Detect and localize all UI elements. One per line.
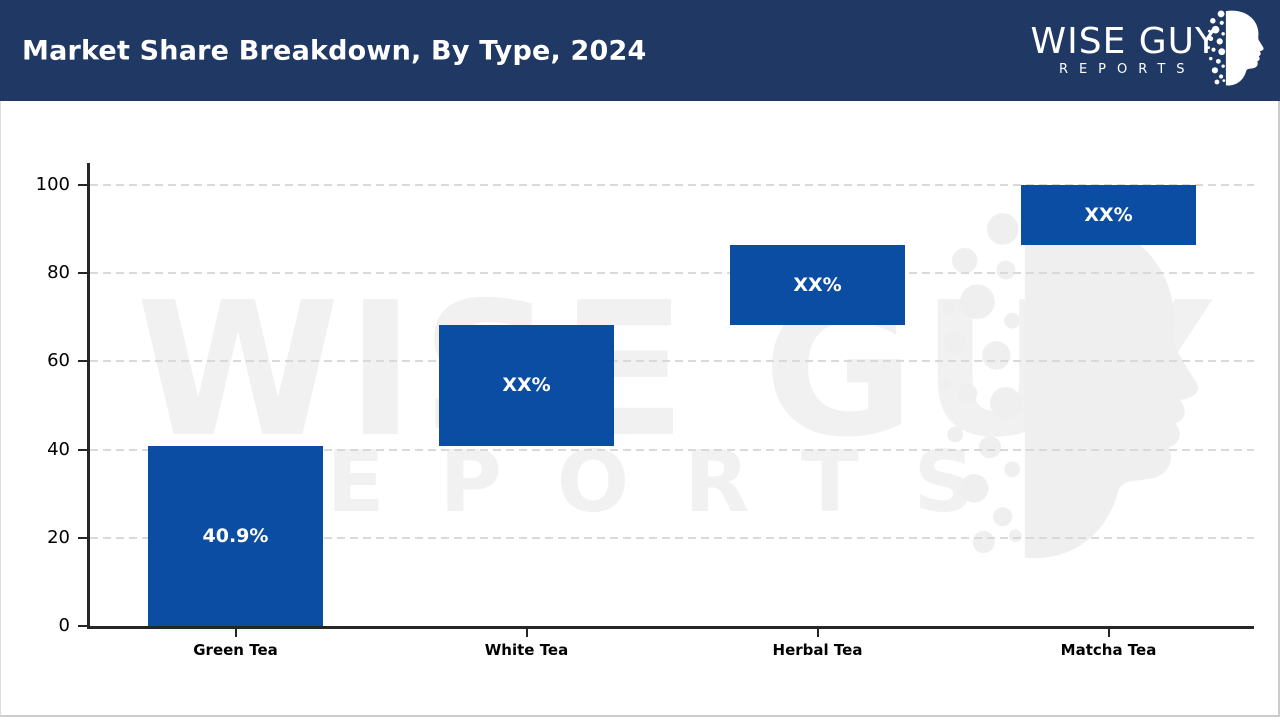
y-tick-label: 20: [47, 526, 70, 548]
bar-white-tea: XX%: [438, 325, 615, 446]
logo-subtitle: REPORTS: [1058, 61, 1196, 77]
x-category-label: Green Tea: [193, 641, 278, 659]
y-tick-mark: [78, 536, 87, 539]
bar-value-label: XX%: [793, 274, 842, 297]
bar-green-tea: 40.9%: [147, 445, 324, 626]
y-tick-label: 40: [47, 438, 70, 460]
y-tick-label: 100: [35, 174, 70, 196]
y-tick-mark: [78, 360, 87, 363]
x-axis-spine: [87, 626, 1254, 629]
y-tick-mark: [78, 272, 87, 275]
bar-matcha-tea: XX%: [1020, 185, 1197, 246]
watermark-subtitle: REPORTS: [206, 433, 1030, 532]
x-tick-mark: [816, 629, 819, 637]
page-title: Market Share Breakdown, By Type, 2024: [22, 35, 647, 66]
y-axis-spine: [87, 163, 90, 629]
gridline: [90, 184, 1254, 187]
bar-herbal-tea: XX%: [729, 245, 906, 326]
x-category-label: Matcha Tea: [1060, 641, 1157, 659]
x-category-label: White Tea: [484, 641, 569, 659]
gridline: [90, 448, 1254, 451]
gridline: [90, 536, 1254, 539]
x-tick-mark: [525, 629, 528, 637]
bar-value-label: XX%: [502, 374, 551, 397]
logo-face-icon: [1207, 10, 1264, 86]
gridline: [90, 360, 1254, 363]
watermark-face-icon: [939, 213, 1199, 559]
gridline: [90, 272, 1254, 275]
y-tick-mark: [78, 184, 87, 187]
wise-guy-logo: WISE GUY REPORTS: [1031, 7, 1267, 93]
bar-value-label: 40.9%: [202, 524, 269, 547]
y-tick-mark: [78, 448, 87, 451]
x-category-label: Herbal Tea: [772, 641, 863, 659]
x-tick-mark: [1107, 629, 1110, 637]
bar-value-label: XX%: [1084, 204, 1133, 227]
y-tick-label: 80: [47, 262, 70, 284]
header: Market Share Breakdown, By Type, 2024 WI…: [0, 0, 1280, 101]
plot-area: 40.9% XX% XX% XX% 0 20 40 60 80 100 Green Tea Whi…: [36, 163, 1254, 659]
y-tick-label: 0: [58, 615, 70, 636]
logo-wordmark: WISE GUY: [1030, 21, 1218, 63]
y-tick-mark: [78, 625, 87, 627]
chart-canvas: WISE GUY REPORTS 40.9% XX% XX% XX% 0 20 40 60 8…: [0, 101, 1280, 717]
logo-text: WISE GUY REPORTS: [1031, 23, 1219, 77]
y-tick-label: 60: [47, 350, 70, 372]
x-tick-mark: [234, 629, 237, 637]
